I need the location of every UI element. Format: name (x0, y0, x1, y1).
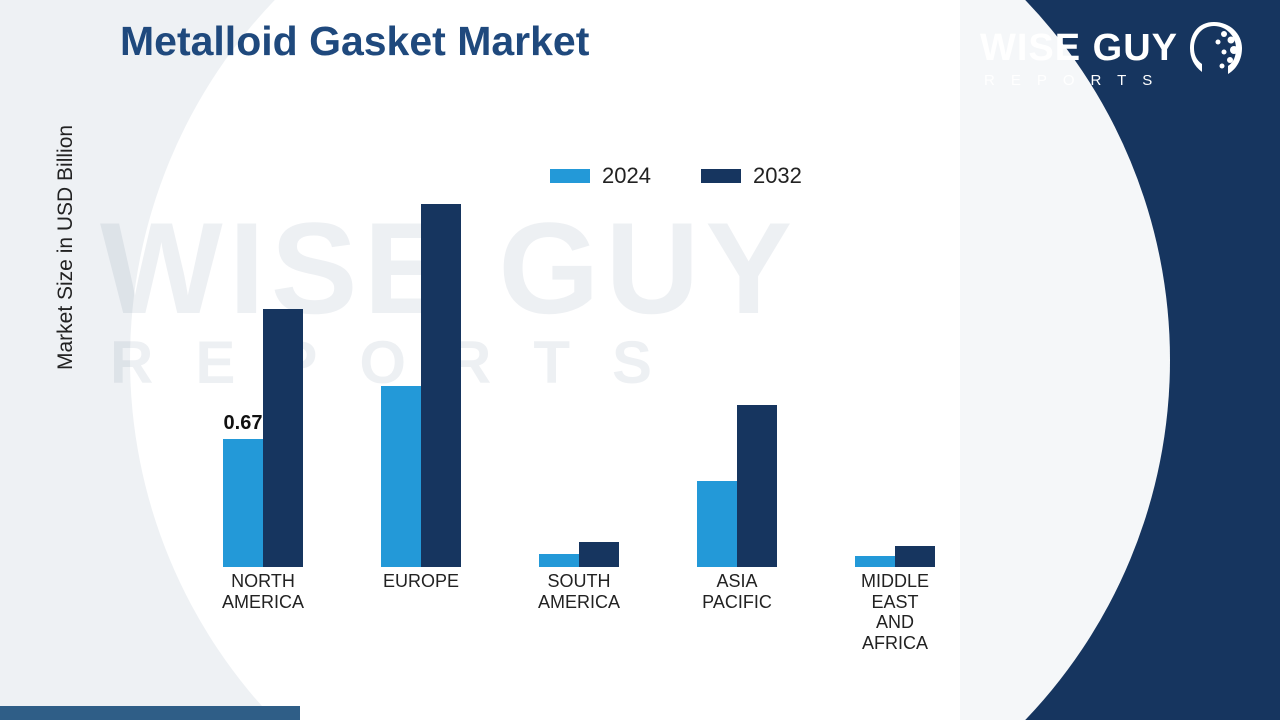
x-axis-label: NORTHAMERICA (198, 571, 328, 612)
bar-2024 (697, 481, 737, 567)
bar-2024 (539, 554, 579, 567)
x-axis-label: MIDDLEEASTANDAFRICA (830, 571, 960, 654)
bar-2032 (421, 204, 461, 567)
x-axis-label: ASIAPACIFIC (672, 571, 802, 612)
bar-2024 (855, 556, 895, 567)
legend-chip (701, 169, 741, 183)
head-icon (1184, 20, 1244, 76)
y-axis-label: Market Size in USD Billion (54, 125, 78, 370)
bar-group (223, 309, 303, 567)
bar-group (855, 546, 935, 567)
bar-2024 (223, 439, 263, 567)
legend-chip (550, 169, 590, 183)
bar-2032 (737, 405, 777, 567)
bar-2032 (895, 546, 935, 567)
bar-data-label: 0.67 (213, 412, 273, 435)
chart-area: Market Size in USD Billion 2024 2032 0.6… (60, 155, 940, 695)
x-axis-label: SOUTHAMERICA (514, 571, 644, 612)
brand-logo: WISE GUY REPORTS (980, 20, 1260, 89)
bar-group (381, 204, 461, 567)
report-slide: WISE GUY REPORTS Metalloid Gasket Market… (0, 0, 1280, 720)
chart-title: Metalloid Gasket Market (120, 18, 589, 65)
bar-2032 (579, 542, 619, 567)
x-axis-labels: NORTHAMERICA EUROPE SOUTHAMERICA ASIAPACIFI… (145, 571, 935, 691)
bar-2024 (381, 386, 421, 567)
plot-region: 0.67 (145, 185, 935, 567)
x-axis-label: EUROPE (356, 571, 486, 592)
bar-2032 (263, 309, 303, 567)
logo-text-main: WISE GUY (980, 27, 1178, 70)
bar-group (539, 542, 619, 567)
footer-accent-bar (0, 706, 300, 720)
bar-group (697, 405, 777, 567)
